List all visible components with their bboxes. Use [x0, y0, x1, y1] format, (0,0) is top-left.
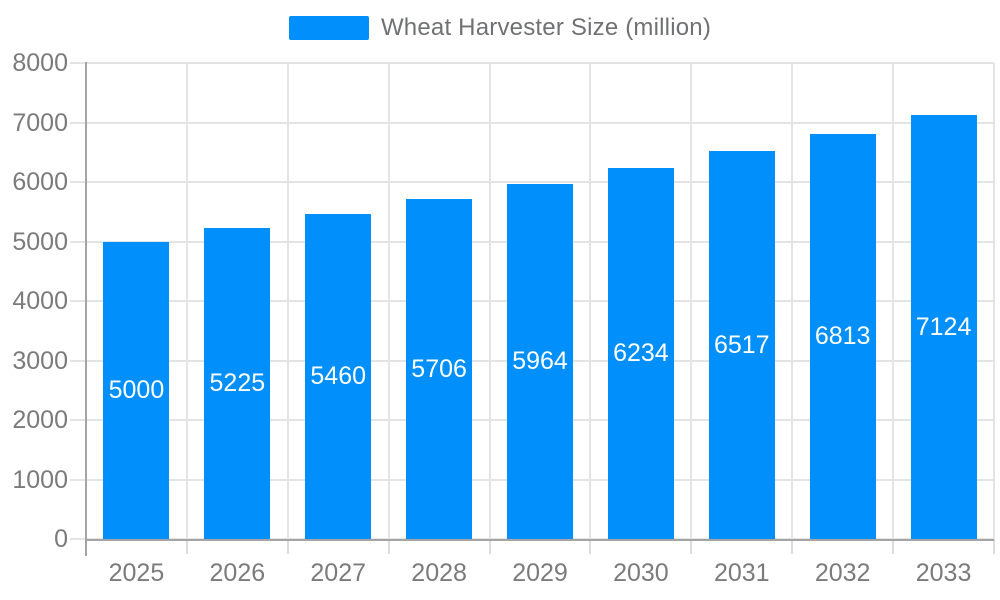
x-axis-tick [791, 539, 794, 554]
bar-2028[interactable]: 5706 [406, 199, 473, 539]
gridline-vertical [286, 63, 289, 539]
x-axis-label: 2029 [512, 559, 568, 587]
x-axis-tick [892, 539, 895, 554]
x-axis-label: 2033 [915, 559, 972, 587]
gridline-vertical [892, 63, 895, 539]
bar-value-label: 6813 [814, 321, 871, 350]
bar-value-label: 5460 [310, 362, 367, 391]
x-axis-tick [387, 539, 390, 554]
gridline-horizontal [70, 121, 994, 124]
gridline-vertical [488, 63, 491, 539]
bar-value-label: 5964 [512, 347, 568, 376]
gridline-vertical [690, 63, 693, 539]
bar-value-label: 6517 [713, 330, 770, 359]
x-axis-tick [993, 539, 995, 554]
legend-label: Wheat Harvester Size (million) [380, 14, 712, 41]
x-axis-tick [589, 539, 592, 554]
gridline-horizontal [70, 62, 994, 64]
y-axis-label: 2000 [12, 406, 68, 434]
x-axis-label: 2032 [814, 559, 871, 587]
y-axis-label: 8000 [12, 49, 68, 77]
y-axis-line [85, 62, 87, 556]
bar-value-label: 7124 [915, 312, 972, 341]
y-axis-label: 4000 [12, 287, 68, 315]
legend-marker-icon [288, 16, 369, 40]
bar-value-label: 5000 [108, 375, 165, 404]
x-axis-label: 2025 [108, 559, 165, 587]
x-axis-label: 2030 [613, 559, 669, 587]
bar-value-label: 6234 [613, 339, 669, 368]
bar-2029[interactable]: 5964 [507, 184, 573, 539]
bar-2025[interactable]: 5000 [103, 241, 170, 539]
bar-2030[interactable]: 6234 [607, 168, 674, 539]
x-axis-tick [185, 539, 188, 554]
x-axis-label: 2031 [713, 559, 770, 587]
bar-2026[interactable]: 5225 [204, 228, 271, 539]
x-axis-label: 2028 [411, 559, 467, 587]
gridline-vertical [387, 63, 390, 539]
gridline-vertical [791, 63, 794, 539]
bar-2031[interactable]: 6517 [708, 151, 775, 539]
bar-value-label: 5225 [209, 369, 266, 398]
x-axis-tick [488, 539, 491, 554]
gridline-vertical [589, 63, 592, 539]
gridline-vertical [185, 63, 188, 539]
y-axis-label: 0 [54, 525, 68, 553]
legend-item[interactable]: Wheat Harvester Size (million) [0, 14, 1000, 42]
gridline-vertical [993, 63, 995, 539]
y-axis-label: 5000 [12, 227, 68, 256]
bar-2033[interactable]: 7124 [910, 115, 977, 539]
y-axis-label: 1000 [12, 465, 68, 494]
y-axis-label: 7000 [12, 108, 68, 137]
x-axis-label: 2026 [209, 559, 266, 587]
y-axis-label: 6000 [12, 168, 68, 196]
x-axis-tick [690, 539, 693, 554]
bar-2032[interactable]: 6813 [809, 133, 876, 539]
x-axis-tick [286, 539, 289, 554]
gridline-horizontal [70, 181, 994, 183]
bar-value-label: 5706 [411, 354, 467, 383]
x-axis-line [85, 539, 994, 541]
y-axis-label: 3000 [12, 346, 68, 375]
x-axis-label: 2027 [310, 559, 367, 587]
bar-2027[interactable]: 5460 [305, 214, 372, 539]
